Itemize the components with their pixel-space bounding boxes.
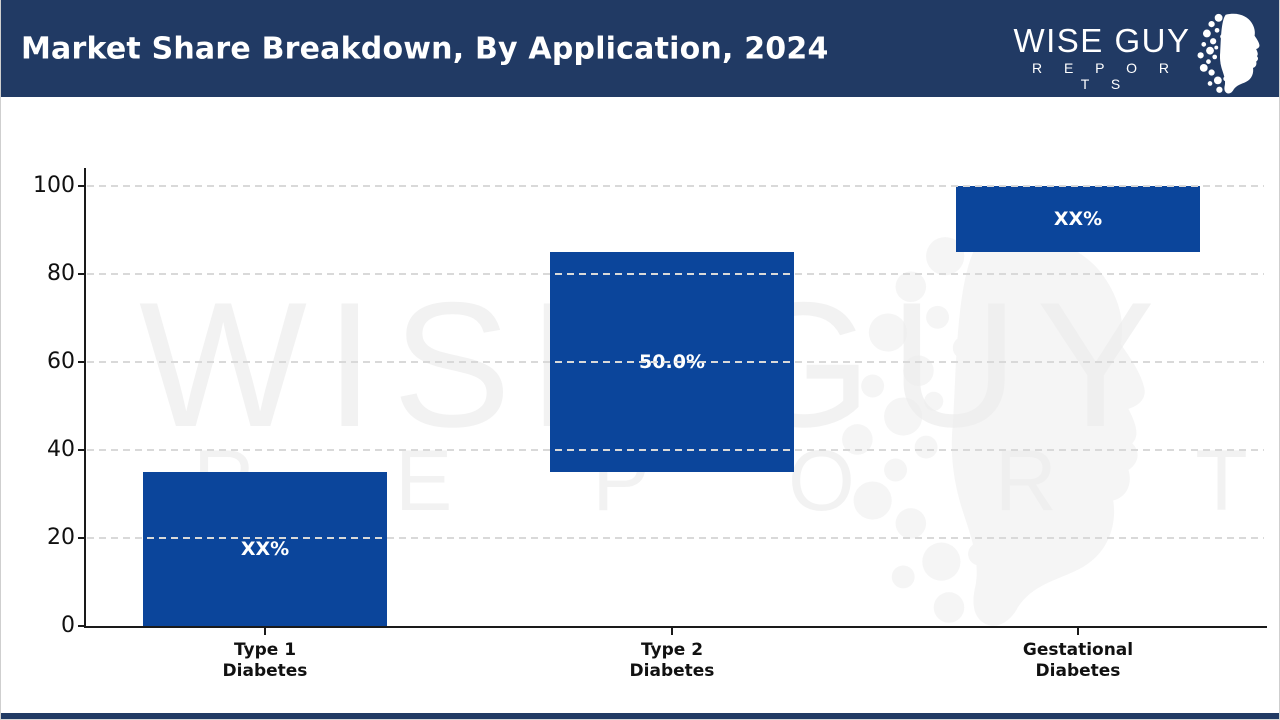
gridline-80 xyxy=(87,273,1264,275)
y-axis-spine xyxy=(84,168,86,628)
y-axis-label-20: 20 xyxy=(47,525,75,550)
header-bar: Market Share Breakdown, By Application, … xyxy=(1,0,1279,97)
y-axis-label-100: 100 xyxy=(33,173,75,198)
wiseguy-logo-text: WISE GUY R E P O R T S xyxy=(1013,22,1191,93)
y-axis-tick-100 xyxy=(78,185,86,187)
y-axis-tick-40 xyxy=(78,449,86,451)
bar-value-label: XX% xyxy=(240,538,290,560)
y-axis-tick-0 xyxy=(78,625,86,627)
y-axis-tick-80 xyxy=(78,273,86,275)
y-axis-label-40: 40 xyxy=(47,437,75,462)
watermark-head-icon xyxy=(842,236,1145,626)
y-axis-label-80: 80 xyxy=(47,261,75,286)
bar-value-label: XX% xyxy=(1053,208,1103,230)
y-axis-label-60: 60 xyxy=(47,349,75,374)
wiseguy-logo-head-icon xyxy=(1197,13,1260,94)
x-axis-label-type-1-diabetes: Type 1 Diabetes xyxy=(222,640,308,681)
wiseguy-logo: WISE GUY R E P O R T S xyxy=(1013,8,1263,94)
x-axis-spine xyxy=(84,626,1267,628)
gridline-100 xyxy=(87,185,1264,187)
x-axis-label-gestational-diabetes: Gestational Diabetes xyxy=(1022,640,1134,681)
gridline-60 xyxy=(87,361,1264,363)
bar-gestational-diabetes: XX% xyxy=(956,186,1200,252)
wiseguy-logo-line2: R E P O R T S xyxy=(1031,60,1179,92)
gridline-40 xyxy=(87,449,1264,451)
x-axis-label-type-2-diabetes: Type 2 Diabetes xyxy=(629,640,715,681)
y-axis-tick-20 xyxy=(78,537,86,539)
x-axis-tick-2 xyxy=(671,628,673,635)
x-axis-tick-3 xyxy=(1077,628,1079,635)
page-title: Market Share Breakdown, By Application, … xyxy=(21,31,829,66)
footer-bar xyxy=(1,713,1279,719)
gridline-20 xyxy=(87,537,1264,539)
wiseguy-logo-line1: WISE GUY xyxy=(1013,22,1191,59)
y-axis-tick-60 xyxy=(78,361,86,363)
bar-type-1-diabetes: XX% xyxy=(143,472,387,626)
y-axis-label-0: 0 xyxy=(61,613,75,638)
x-axis-tick-1 xyxy=(264,628,266,635)
